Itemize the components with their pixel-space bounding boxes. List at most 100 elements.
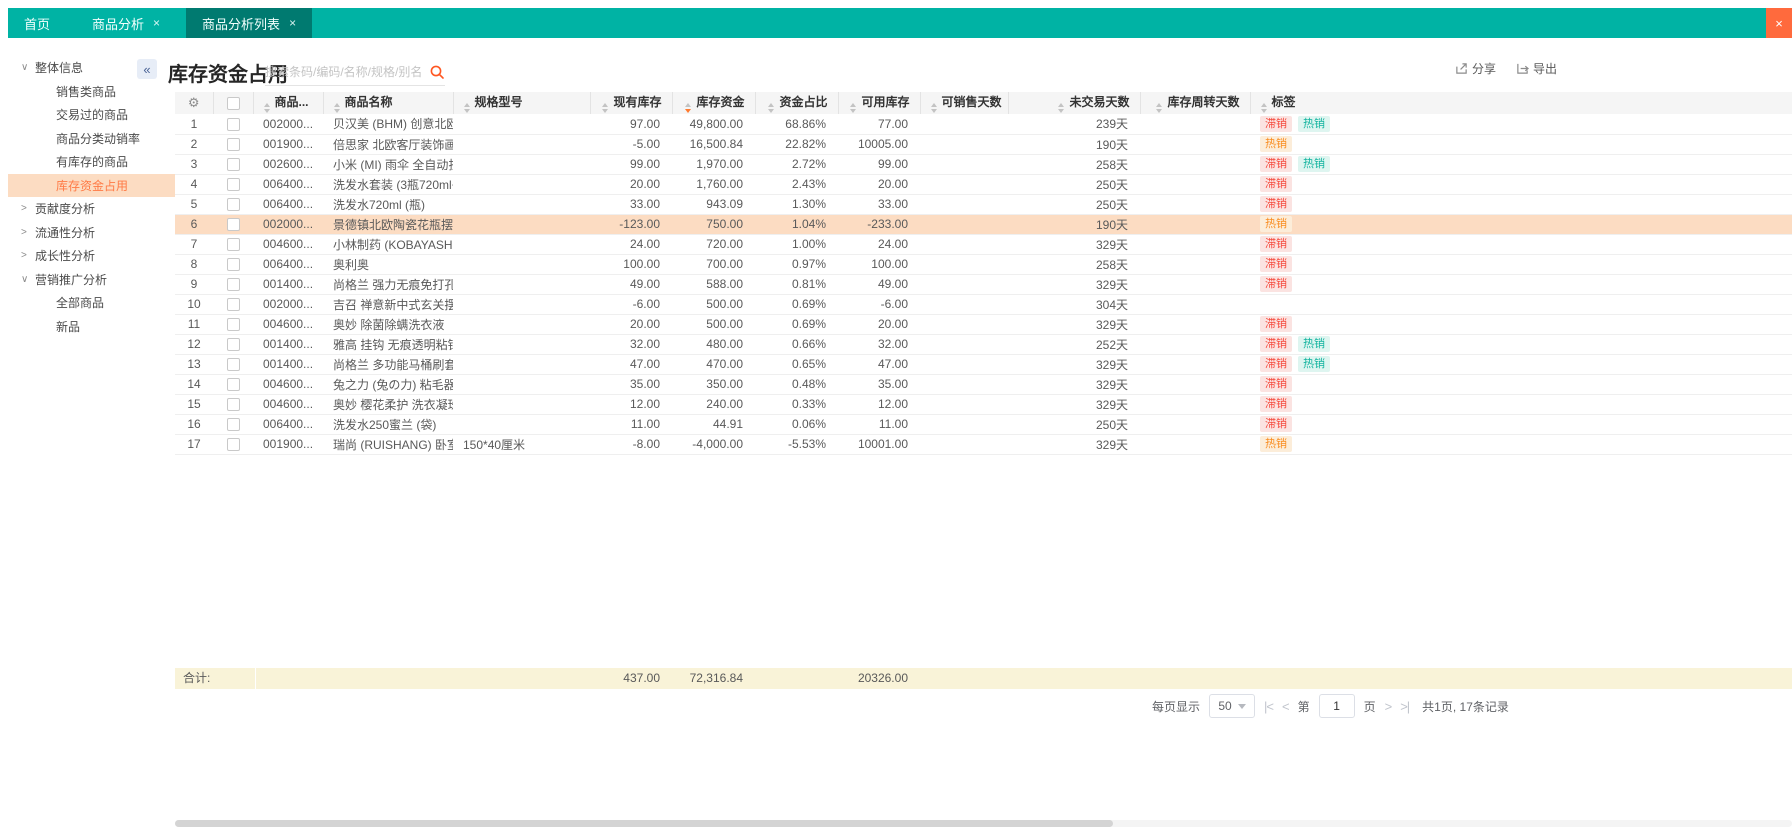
sidebar-item-7[interactable]: > 流通性分析 [8,221,175,245]
page-size-select[interactable]: 50 [1209,694,1256,718]
sort-icon[interactable] [685,103,692,113]
sidebar-item-2[interactable]: 交易过的商品 [8,103,175,127]
tab-home[interactable]: 首页 [8,8,66,38]
column-header-fund[interactable]: 库存资金 [672,92,756,114]
column-header-name[interactable]: 商品名称 [323,92,454,114]
row-checkbox[interactable] [226,358,240,372]
column-header-available[interactable]: 可用库存 [838,92,921,114]
column-header-turnover_days[interactable]: 库存周转天数 [1140,92,1251,114]
table-row[interactable]: 11 004600... 奥妙 除菌除螨洗衣液 20.00 500.00 0.69% 20.… [175,314,1792,335]
column-header-no_trade_days[interactable]: 未交易天数 [1008,92,1141,114]
sidebar-item-10[interactable]: 全部商品 [8,291,175,315]
row-checkbox[interactable] [226,218,240,232]
horizontal-scrollbar[interactable] [175,820,1792,827]
sidebar-item-4[interactable]: 有库存的商品 [8,150,175,174]
prev-page-button[interactable]: < [1281,698,1290,714]
row-checkbox[interactable] [226,238,240,252]
sort-icon[interactable] [1260,103,1267,113]
select-all-checkbox[interactable] [226,97,240,111]
sort-icon[interactable] [930,103,937,113]
column-header-code[interactable]: 商品... [253,92,324,114]
row-checkbox[interactable] [226,198,240,212]
row-checkbox[interactable] [226,378,240,392]
sidebar-item-0[interactable]: ∨ 整体信息 [8,56,175,80]
sort-icon[interactable] [263,103,270,113]
table-row[interactable]: 16 006400... 洗发水250蜜兰 (袋) 11.00 44.91 0.06% 11… [175,414,1792,435]
row-checkbox[interactable] [226,117,240,131]
row-index: 9 [175,274,213,295]
sidebar-item-11[interactable]: 新品 [8,315,175,339]
cell-name: 倍思家 北欧客厅装饰画卧室 [323,134,453,155]
share-button[interactable]: 分享 [1455,60,1496,77]
row-checkbox[interactable] [226,158,240,172]
table-row[interactable]: 8 006400... 奥利奥 100.00 700.00 0.97% 100.00 258天… [175,254,1792,275]
close-all-button[interactable]: × [1766,8,1792,38]
row-checkbox[interactable] [226,318,240,332]
caret-down-icon[interactable]: ∨ [21,273,29,285]
sidebar-item-5[interactable]: 库存资金占用 [8,173,175,197]
row-checkbox[interactable] [226,398,240,412]
column-header-ratio[interactable]: 资金占比 [755,92,839,114]
export-button[interactable]: 导出 [1516,60,1557,77]
sidebar-item-3[interactable]: 商品分类动销率 [8,127,175,151]
caret-right-icon[interactable]: > [21,203,27,215]
cell-code: 002000... [253,114,323,135]
close-icon[interactable]: × [153,16,161,30]
next-page-button[interactable]: > [1384,698,1393,714]
sort-icon[interactable] [1156,103,1163,113]
table-row[interactable]: 1 002000...贝汉美 (BHM) 创意北欧客 97.0049,800.006… [175,114,1792,135]
column-header-tags[interactable]: 标签 [1250,92,1792,114]
sidebar-item-9[interactable]: ∨ 营销推广分析 [8,268,175,292]
close-icon[interactable]: × [289,16,297,30]
cell-fund: 720.00 [672,234,755,255]
sidebar-item-1[interactable]: 销售类商品 [8,80,175,104]
sidebar-collapse-button[interactable]: « [137,59,157,79]
sidebar-item-8[interactable]: > 成长性分析 [8,244,175,268]
scrollbar-thumb[interactable] [175,820,1113,827]
row-checkbox[interactable] [226,138,240,152]
row-checkbox[interactable] [226,418,240,432]
cell-name: 吉召 禅意新中式玄关摆件客 [323,294,453,315]
tab-product-analysis-list[interactable]: 商品分析列表 × [186,8,313,38]
column-header-spec[interactable]: 规格型号 [453,92,591,114]
sort-icon[interactable] [602,103,609,113]
search-icon[interactable] [429,64,445,80]
row-checkbox[interactable] [226,258,240,272]
sort-icon[interactable] [463,103,470,113]
tab-product-analysis[interactable]: 商品分析 × [76,8,176,38]
column-header-stock[interactable]: 现有库存 [590,92,673,114]
table-row[interactable]: 5 006400... 洗发水720ml (瓶) 33.00 943.09 1.30% 33… [175,194,1792,215]
last-page-button[interactable]: >| [1400,698,1410,714]
sort-icon[interactable] [768,103,775,113]
cell-no_trade_days: 329天 [1008,314,1140,335]
sort-icon[interactable] [1058,103,1065,113]
page-number-input[interactable] [1318,694,1355,718]
row-checkbox[interactable] [226,438,240,452]
table-row[interactable]: 2 001900...倍思家 北欧客厅装饰画卧室 -5.0016,500.8422.… [175,134,1792,155]
table-row[interactable]: 6 002000...景德镇北欧陶瓷花瓶摆件 仿 -123.00750.001.04… [175,214,1792,235]
row-checkbox[interactable] [226,178,240,192]
table-row[interactable]: 17 001900...瑞尚 (RUISHANG) 卧室装150*40厘米-8.0… [175,434,1792,455]
search-input[interactable] [265,64,429,79]
row-checkbox[interactable] [226,298,240,312]
first-page-button[interactable]: |< [1264,698,1274,714]
column-header-sale_days[interactable]: 可销售天数 [920,92,1009,114]
row-checkbox[interactable] [226,278,240,292]
caret-right-icon[interactable]: > [21,226,27,238]
column-settings-button[interactable]: ⚙ [175,92,214,114]
sort-icon[interactable] [333,103,340,113]
row-checkbox[interactable] [226,338,240,352]
sort-icon[interactable] [850,103,857,113]
sidebar-item-6[interactable]: > 贡献度分析 [8,197,175,221]
caret-down-icon[interactable]: ∨ [21,62,29,74]
caret-right-icon[interactable]: > [21,250,27,262]
